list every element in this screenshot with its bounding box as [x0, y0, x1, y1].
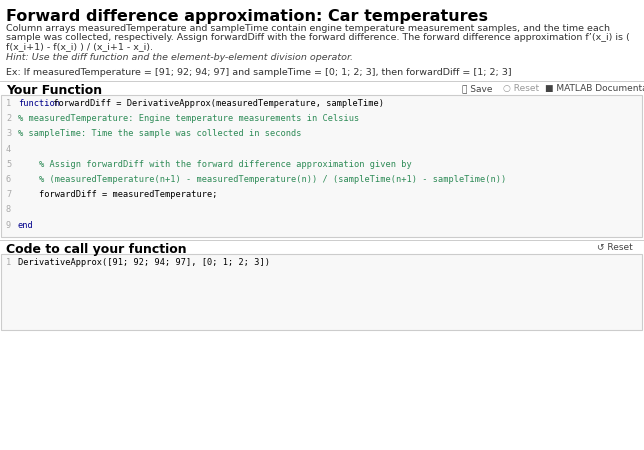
- Text: sample was collected, respectively. Assign forwardDiff with the forward differen: sample was collected, respectively. Assi…: [6, 33, 630, 42]
- Text: f(x_i+1) - f(x_i) ) / (x_i+1 - x_i).: f(x_i+1) - f(x_i) ) / (x_i+1 - x_i).: [6, 42, 153, 51]
- Text: 4: 4: [6, 144, 11, 153]
- Text: % measuredTemperature: Engine temperature measurements in Celsius: % measuredTemperature: Engine temperatur…: [18, 114, 359, 123]
- Text: % (measuredTemperature(n+1) - measuredTemperature(n)) / (sampleTime(n+1) - sampl: % (measuredTemperature(n+1) - measuredTe…: [18, 175, 506, 184]
- Text: ⎙ Save: ⎙ Save: [462, 84, 493, 93]
- Text: forwardDiff = measuredTemperature;: forwardDiff = measuredTemperature;: [18, 190, 218, 199]
- Text: % sampleTime: Time the sample was collected in seconds: % sampleTime: Time the sample was collec…: [18, 130, 301, 139]
- Text: Your Function: Your Function: [6, 84, 102, 97]
- Text: 1: 1: [6, 99, 11, 108]
- Text: Code to call your function: Code to call your function: [6, 243, 187, 256]
- Text: 1: 1: [6, 258, 11, 267]
- Text: 3: 3: [6, 130, 11, 139]
- Text: ■ MATLAB Documentation: ■ MATLAB Documentation: [545, 84, 644, 93]
- Text: Column arrays measuredTemperature and sampleTime contain engine temperature meas: Column arrays measuredTemperature and sa…: [6, 24, 610, 33]
- Text: forwardDiff = DerivativeApprox(measuredTemperature, sampleTime): forwardDiff = DerivativeApprox(measuredT…: [48, 99, 384, 108]
- Text: Forward difference approximation: Car temperatures: Forward difference approximation: Car te…: [6, 9, 488, 24]
- Text: Ex: If measuredTemperature = [91; 92; 94; 97] and sampleTime = [0; 1; 2; 3], the: Ex: If measuredTemperature = [91; 92; 94…: [6, 68, 511, 77]
- Text: DerivativeApprox([91; 92; 94; 97], [0; 1; 2; 3]): DerivativeApprox([91; 92; 94; 97], [0; 1…: [18, 258, 270, 267]
- Text: 7: 7: [6, 190, 11, 199]
- Text: 6: 6: [6, 175, 11, 184]
- Text: ↺ Reset: ↺ Reset: [597, 243, 633, 252]
- FancyBboxPatch shape: [1, 95, 642, 237]
- Text: 8: 8: [6, 205, 11, 214]
- FancyBboxPatch shape: [1, 254, 642, 330]
- Text: end: end: [18, 220, 33, 230]
- Text: % Assign forwardDiff with the forward difference approximation given by: % Assign forwardDiff with the forward di…: [18, 160, 412, 169]
- Text: 2: 2: [6, 114, 11, 123]
- Text: function: function: [18, 99, 60, 108]
- Text: 5: 5: [6, 160, 11, 169]
- Text: Hint: Use the diff function and the element-by-element division operator.: Hint: Use the diff function and the elem…: [6, 53, 353, 62]
- Text: 9: 9: [6, 220, 11, 230]
- Text: ○ Reset: ○ Reset: [503, 84, 539, 93]
